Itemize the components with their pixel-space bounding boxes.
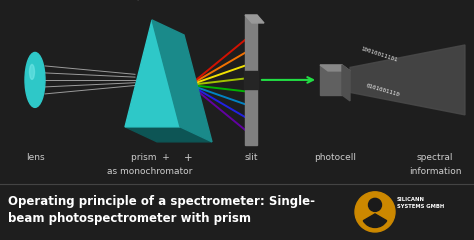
Polygon shape — [245, 15, 264, 23]
Text: lens: lens — [26, 153, 44, 162]
Text: 10010011101: 10010011101 — [360, 46, 398, 63]
Polygon shape — [152, 20, 212, 142]
Text: spectral: spectral — [417, 153, 453, 162]
Text: SILICANN
SYSTEMS GMBH: SILICANN SYSTEMS GMBH — [397, 197, 444, 209]
Polygon shape — [125, 127, 212, 142]
Text: Operating principle of a spectrometer: Single-: Operating principle of a spectrometer: S… — [8, 195, 315, 208]
Bar — [244, 71, 258, 89]
Text: slit: slit — [244, 153, 258, 162]
Polygon shape — [320, 65, 350, 71]
Text: information: information — [409, 167, 461, 176]
Polygon shape — [125, 20, 180, 127]
Text: photocell: photocell — [314, 153, 356, 162]
Text: 0101001110: 0101001110 — [365, 84, 400, 98]
Polygon shape — [342, 65, 350, 101]
Text: +: + — [184, 153, 192, 163]
Bar — [245, 15, 257, 145]
Bar — [320, 65, 342, 95]
Ellipse shape — [25, 53, 45, 107]
Text: prism  +: prism + — [131, 153, 169, 162]
Circle shape — [355, 192, 395, 232]
Ellipse shape — [29, 64, 35, 79]
Wedge shape — [363, 214, 387, 228]
Polygon shape — [350, 45, 465, 115]
Circle shape — [368, 198, 382, 211]
Text: beam photospectrometer with prism: beam photospectrometer with prism — [8, 212, 251, 225]
Text: as monochromator: as monochromator — [107, 167, 193, 176]
